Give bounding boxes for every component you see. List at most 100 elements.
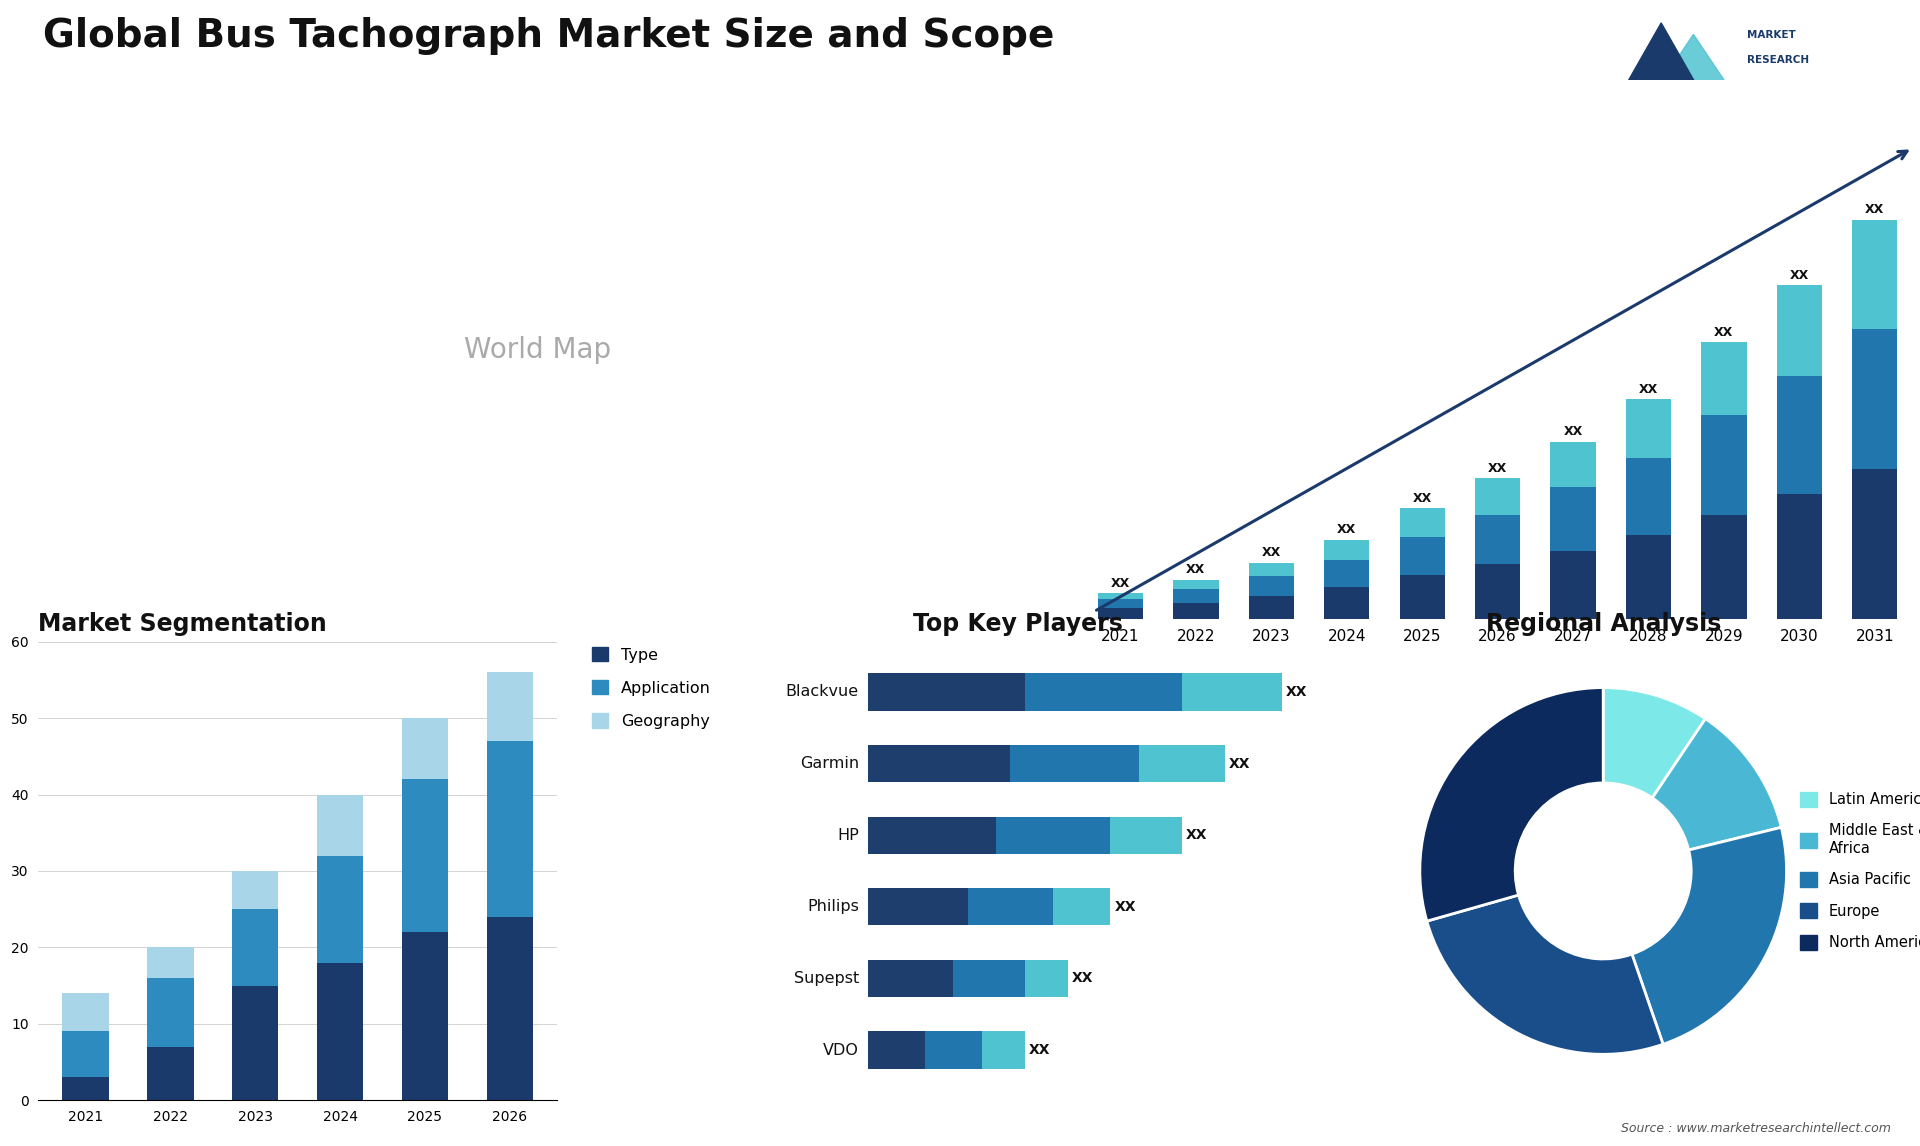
Bar	[61, 1077, 109, 1100]
Text: XX: XX	[1261, 545, 1281, 559]
Text: Supepst: Supepst	[793, 971, 858, 986]
Wedge shape	[1603, 688, 1705, 798]
Text: MARKET: MARKET	[1747, 30, 1795, 40]
Bar	[1551, 487, 1596, 551]
Bar	[1475, 565, 1521, 619]
Bar	[1400, 575, 1444, 619]
Wedge shape	[1421, 688, 1603, 921]
Bar	[1098, 599, 1142, 609]
Text: XX: XX	[1229, 756, 1250, 770]
Bar	[981, 1031, 1025, 1068]
Text: XX: XX	[1413, 492, 1432, 504]
Bar	[1626, 535, 1670, 619]
Polygon shape	[1619, 23, 1705, 99]
Bar	[486, 741, 534, 917]
Bar	[868, 960, 954, 997]
Bar	[317, 856, 363, 963]
Bar	[1183, 674, 1283, 711]
Text: XX: XX	[1488, 462, 1507, 474]
Bar	[868, 1031, 925, 1068]
Text: XX: XX	[1187, 829, 1208, 842]
Text: INTELLECT: INTELLECT	[1747, 80, 1809, 91]
Bar	[1139, 745, 1225, 782]
Bar	[868, 888, 968, 926]
Bar	[1025, 960, 1068, 997]
Bar	[232, 909, 278, 986]
Bar	[1626, 400, 1670, 458]
Bar	[1853, 329, 1897, 469]
Text: XX: XX	[1116, 900, 1137, 913]
Text: Market Segmentation: Market Segmentation	[38, 612, 326, 636]
Bar	[968, 888, 1054, 926]
Bar	[868, 745, 1010, 782]
Bar	[1248, 596, 1294, 619]
Text: XX: XX	[1112, 576, 1131, 590]
Bar	[317, 794, 363, 856]
Text: XX: XX	[1286, 685, 1308, 699]
Text: RESEARCH: RESEARCH	[1747, 55, 1809, 65]
Bar	[232, 871, 278, 909]
Bar	[1325, 587, 1369, 619]
Bar	[868, 816, 996, 854]
Bar	[1173, 603, 1219, 619]
Legend: Type, Application, Geography: Type, Application, Geography	[586, 641, 716, 736]
Bar	[925, 1031, 981, 1068]
Text: Blackvue: Blackvue	[785, 684, 858, 699]
Wedge shape	[1653, 719, 1782, 850]
Bar	[1701, 343, 1747, 415]
Bar	[146, 948, 194, 978]
Bar	[1776, 494, 1822, 619]
Bar	[1110, 816, 1183, 854]
Bar	[1098, 609, 1142, 619]
Bar	[61, 1031, 109, 1077]
Bar	[401, 779, 449, 932]
Bar	[146, 978, 194, 1046]
Bar	[401, 932, 449, 1100]
Text: Source : www.marketresearchintellect.com: Source : www.marketresearchintellect.com	[1620, 1122, 1891, 1135]
Text: XX: XX	[1640, 383, 1659, 395]
Bar	[1551, 551, 1596, 619]
Wedge shape	[1632, 827, 1786, 1044]
Text: XX: XX	[1715, 325, 1734, 339]
Bar	[1626, 458, 1670, 535]
Bar	[486, 673, 534, 741]
Polygon shape	[1651, 34, 1736, 99]
Bar	[1701, 515, 1747, 619]
Text: XX: XX	[1071, 972, 1092, 986]
Wedge shape	[1427, 895, 1663, 1054]
Bar	[1325, 540, 1369, 560]
Text: XX: XX	[1864, 203, 1884, 217]
Bar	[1776, 376, 1822, 494]
Text: Global Bus Tachograph Market Size and Scope: Global Bus Tachograph Market Size and Sc…	[42, 17, 1054, 55]
Bar	[1010, 745, 1139, 782]
Bar	[146, 1046, 194, 1100]
Text: XX: XX	[1789, 268, 1809, 282]
Bar	[996, 816, 1110, 854]
Bar	[1853, 220, 1897, 329]
Text: HP: HP	[837, 827, 858, 842]
Bar	[1475, 515, 1521, 565]
Text: XX: XX	[1336, 524, 1356, 536]
Title: Regional Analysis: Regional Analysis	[1486, 612, 1720, 636]
Bar	[232, 986, 278, 1100]
Legend: Latin America, Middle East &
Africa, Asia Pacific, Europe, North America: Latin America, Middle East & Africa, Asi…	[1793, 786, 1920, 956]
Text: XX: XX	[1563, 425, 1582, 439]
Bar	[1853, 469, 1897, 619]
Bar	[1400, 508, 1444, 537]
Bar	[868, 674, 1025, 711]
Text: XX: XX	[1187, 563, 1206, 576]
Text: VDO: VDO	[824, 1043, 858, 1058]
Bar	[1400, 537, 1444, 575]
Bar	[401, 719, 449, 779]
Bar	[1025, 674, 1183, 711]
Text: Philips: Philips	[806, 900, 858, 915]
Bar	[1173, 589, 1219, 603]
Bar	[1054, 888, 1110, 926]
Bar	[1475, 478, 1521, 515]
Bar	[317, 963, 363, 1100]
Bar	[954, 960, 1025, 997]
Bar	[1173, 580, 1219, 589]
Bar	[1551, 442, 1596, 487]
Text: XX: XX	[1029, 1043, 1050, 1057]
Text: Garmin: Garmin	[801, 756, 858, 771]
